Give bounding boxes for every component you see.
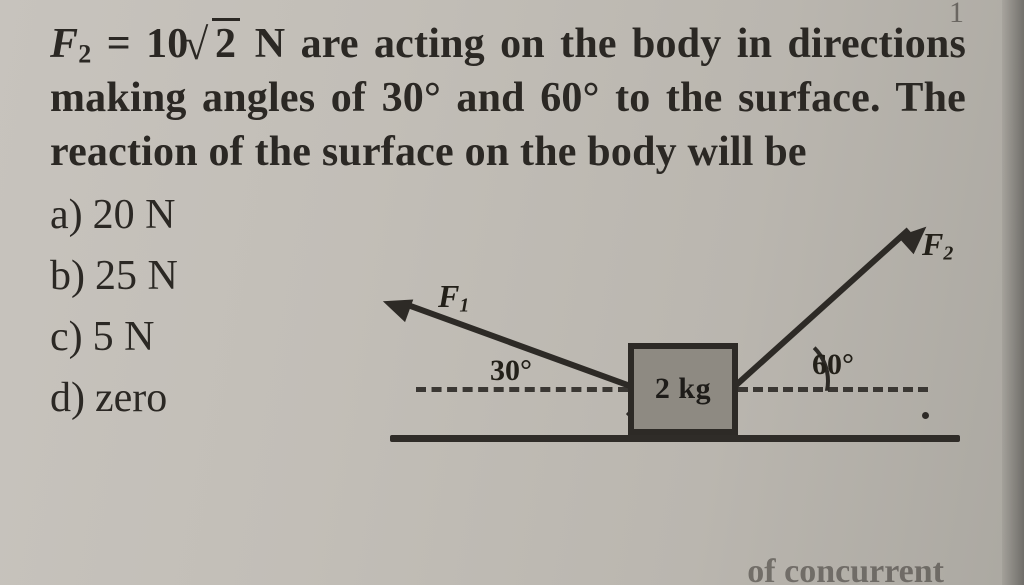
force-label-f1: F1: [438, 278, 469, 317]
cropped-bottom-text: of concurrent: [747, 553, 944, 585]
option-text: 5 N: [93, 314, 155, 360]
ground-surface: [390, 435, 960, 442]
page-right-shadow: [1002, 0, 1024, 585]
force-label-f2: F2: [922, 226, 953, 265]
option-text: 20 N: [93, 192, 176, 238]
option-label: d): [50, 375, 85, 421]
page: 1 F2 = 102 N are acting on the body in d…: [0, 0, 1024, 585]
dashed-end-dot: [922, 412, 929, 419]
option-label: b): [50, 253, 85, 299]
option-label: a): [50, 192, 83, 238]
mass-block: 2 kg: [628, 343, 738, 435]
question-stem: F2 = 102 N are acting on the body in dir…: [50, 18, 966, 179]
angle-label-right: 60°: [812, 348, 854, 382]
force-symbol: F2: [50, 21, 107, 67]
option-label: c): [50, 314, 83, 360]
option-text: zero: [95, 375, 167, 421]
arrowhead-f1: [379, 290, 414, 322]
cropped-top-text: 1: [949, 0, 964, 30]
option-text: 25 N: [95, 253, 178, 299]
angle-label-left: 30°: [490, 354, 532, 388]
horizontal-dashed-right: [738, 387, 928, 392]
option-a[interactable]: a)20 N: [50, 185, 986, 246]
mass-label: 2 kg: [655, 372, 711, 406]
sqrt-expr: 2: [189, 18, 240, 72]
free-body-diagram: 2 kg 30° 60° F1 F2: [380, 260, 970, 490]
